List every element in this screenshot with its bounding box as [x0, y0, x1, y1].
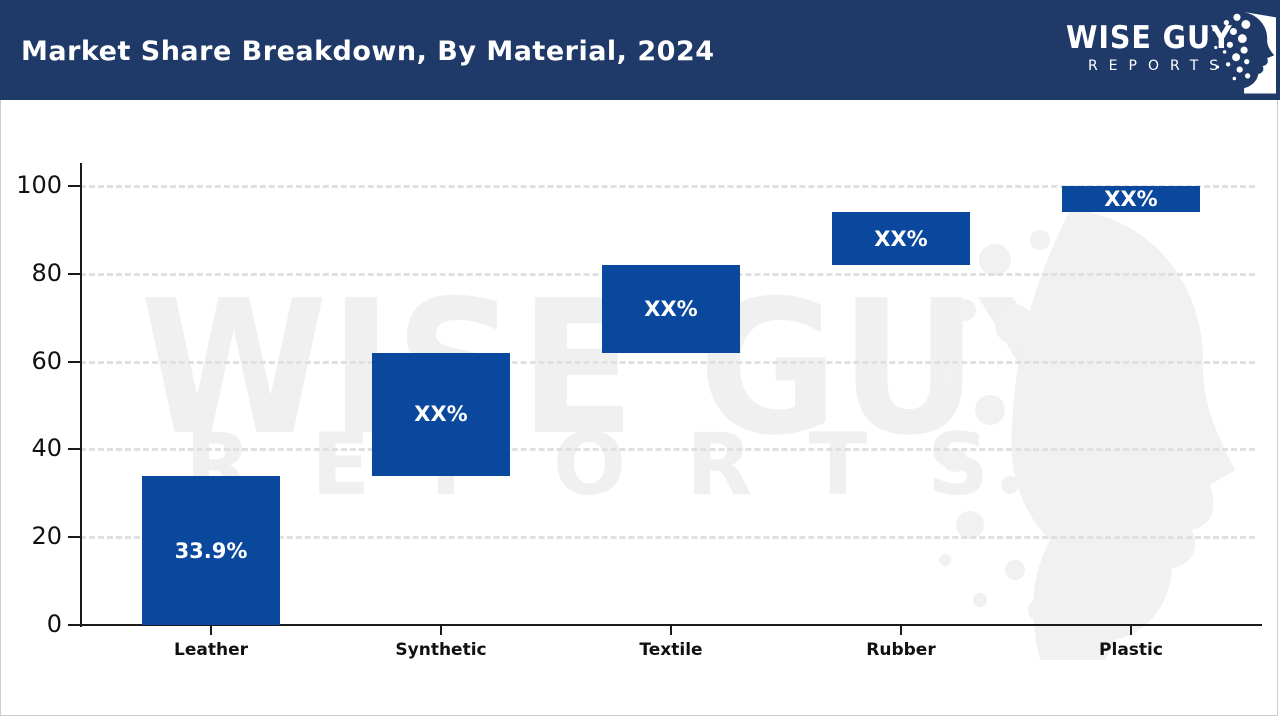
x-tick-plastic: [1130, 626, 1132, 635]
wiseguy-logo-subtitle: REPORTS: [1087, 58, 1230, 74]
y-tick-label-100: 100: [16, 171, 62, 199]
y-tick-100: [68, 185, 80, 187]
bar-label-synthetic: XX%: [414, 402, 468, 427]
x-tick-rubber: [900, 626, 902, 635]
x-tick-synthetic: [440, 626, 442, 635]
y-tick-label-20: 20: [31, 522, 62, 551]
bar-leather: [142, 476, 280, 625]
x-tick-label-rubber: Rubber: [866, 640, 936, 660]
gridline-100: [80, 185, 1255, 188]
x-tick-leather: [210, 626, 212, 635]
y-axis: [80, 163, 82, 627]
gridline-60: [80, 360, 1255, 364]
bar-label-plastic: XX%: [1104, 187, 1158, 212]
x-tick-label-textile: Textile: [639, 640, 703, 660]
wiseguy-logo: WISE GUY REPORTS: [1030, 8, 1276, 94]
x-tick-label-leather: Leather: [174, 640, 248, 660]
y-tick-label-0: 0: [46, 610, 62, 638]
x-tick-label-synthetic: Synthetic: [395, 640, 487, 660]
bar-rubber: [832, 212, 970, 265]
chart-title: Market Share Breakdown, By Material, 202…: [21, 36, 715, 67]
x-axis: [80, 624, 1262, 626]
wiseguy-logo-text: WISE GUY REPORTS: [1066, 20, 1247, 74]
gridline-40: [80, 448, 1255, 452]
y-tick-20: [68, 536, 80, 539]
bar-label-leather: 33.9%: [174, 538, 248, 563]
bar-synthetic: [372, 352, 510, 477]
bar-label-rubber: XX%: [874, 226, 928, 251]
gridline-20: [80, 536, 1255, 540]
y-tick-0: [68, 624, 80, 626]
header-bar: Market Share Breakdown, By Material, 202…: [0, 0, 1280, 100]
y-tick-60: [68, 360, 80, 363]
y-tick-80: [68, 272, 80, 275]
wiseguy-logo-wordmark: WISE GUY: [1066, 20, 1233, 56]
x-tick-textile: [670, 626, 672, 635]
bar-textile: [602, 265, 740, 353]
y-tick-label-80: 80: [31, 258, 62, 287]
wiseguy-logo-head-icon: [1212, 12, 1276, 94]
bar-plastic: [1062, 186, 1200, 213]
x-tick-label-plastic: Plastic: [1099, 640, 1163, 660]
y-tick-label-40: 40: [31, 434, 62, 463]
y-tick-40: [68, 448, 80, 451]
y-tick-label-60: 60: [31, 346, 62, 375]
bar-label-textile: XX%: [644, 296, 698, 321]
